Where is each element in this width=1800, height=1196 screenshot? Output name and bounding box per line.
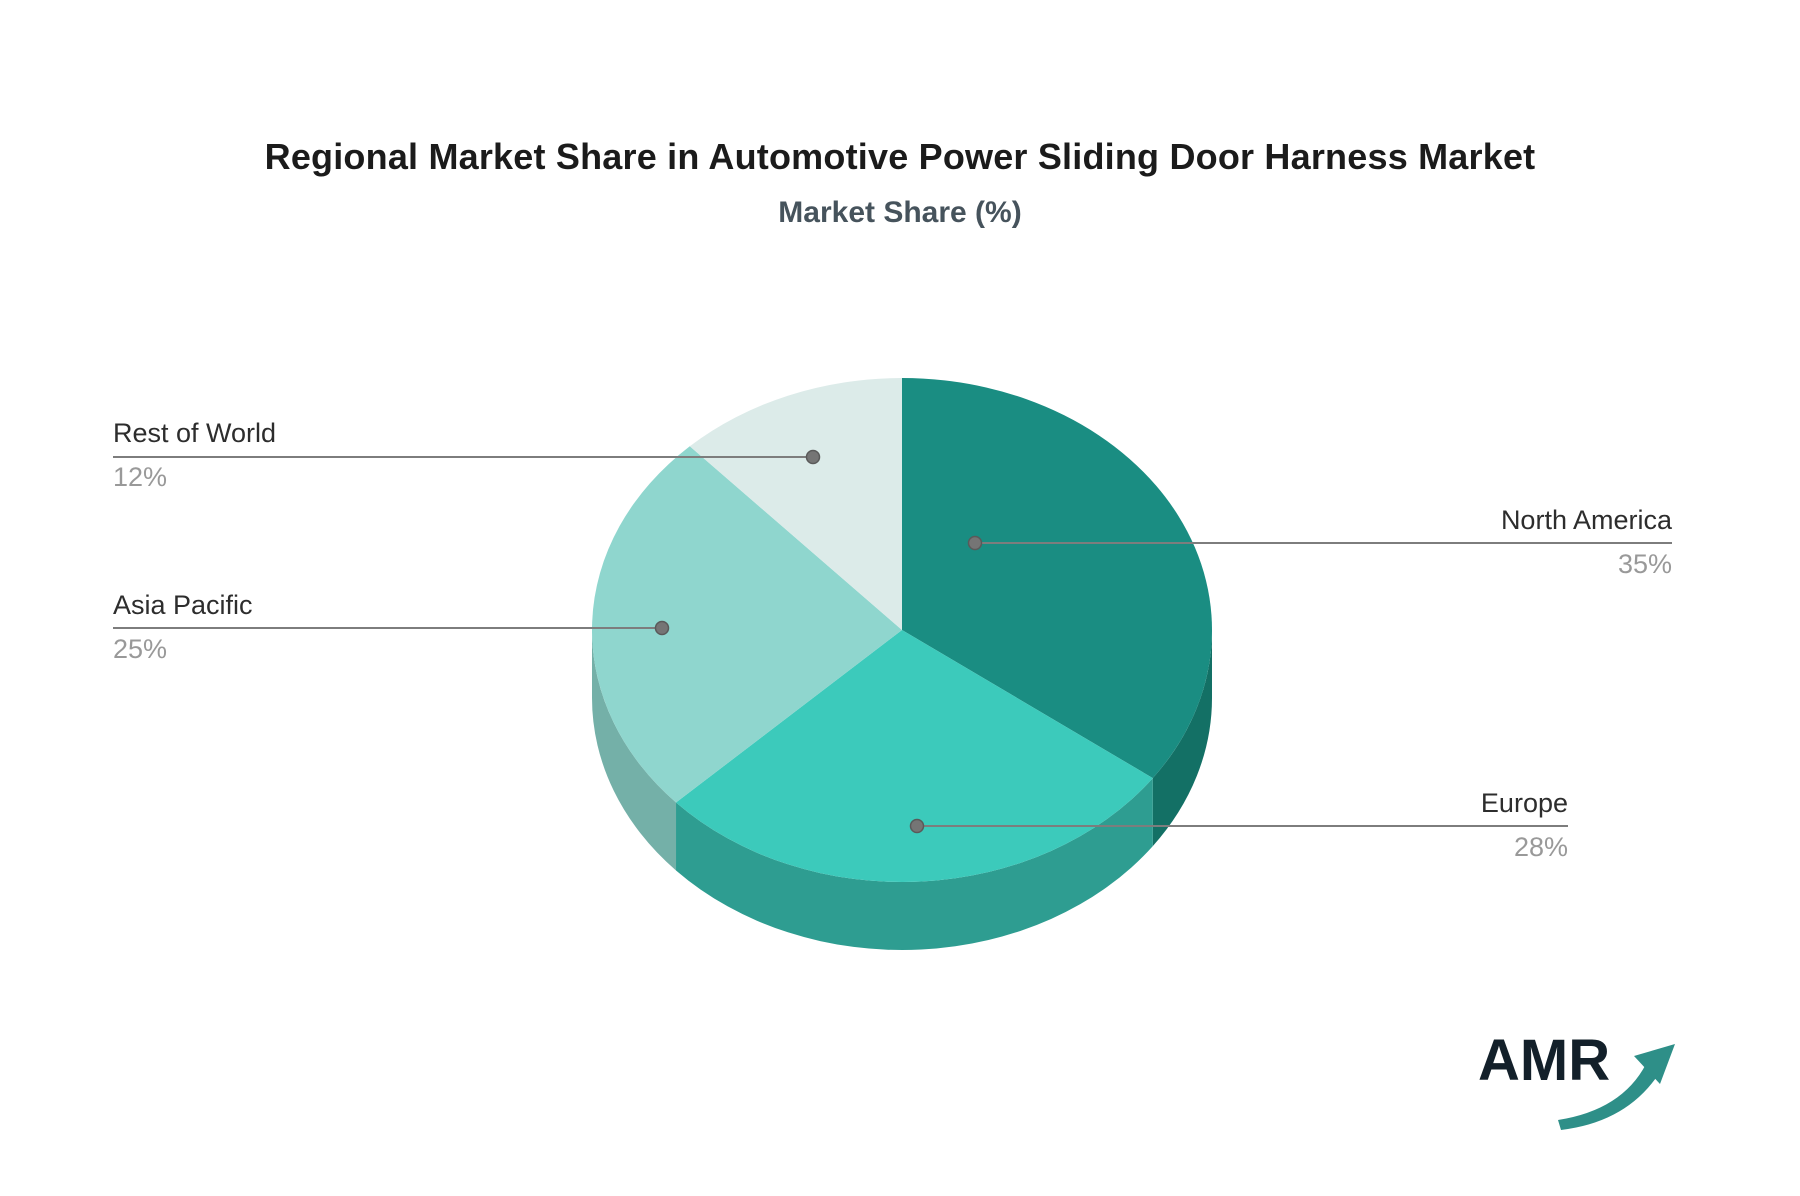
chart-title: Regional Market Share in Automotive Powe… — [264, 136, 1536, 177]
leader-dot-europe — [909, 818, 925, 834]
chart-subtitle: Market Share (%) — [778, 196, 1022, 229]
leader-dot-rest-of-world — [805, 449, 821, 465]
pie-slice-side-asia-pacific — [591, 630, 677, 871]
value-asia-pacific: 25% — [113, 634, 168, 664]
pie-slice-rest-of-world[interactable] — [689, 378, 902, 630]
label-rest-of-world: Rest of World — [113, 418, 277, 448]
amr-logo-text: AMR — [1478, 1028, 1611, 1093]
pie-slice-asia-pacific[interactable] — [591, 446, 902, 803]
pie-slice-north-america[interactable] — [902, 378, 1213, 779]
leader-dot-asia-pacific — [654, 620, 670, 636]
value-north-america: 35% — [1617, 549, 1672, 579]
label-north-america: North America — [1500, 505, 1672, 535]
pie-slice-side-north-america — [1152, 630, 1212, 847]
leader-dot-north-america — [967, 535, 983, 551]
value-europe: 28% — [1513, 832, 1568, 862]
amr-logo-arrow-icon — [1558, 1044, 1675, 1130]
pie-slice-side-europe — [676, 778, 1153, 951]
label-europe: Europe — [1480, 788, 1568, 818]
amr-logo: AMR — [1478, 1032, 1698, 1142]
pie-slice-europe[interactable] — [676, 630, 1153, 883]
label-asia-pacific: Asia Pacific — [113, 590, 253, 620]
value-rest-of-world: 12% — [113, 462, 168, 492]
